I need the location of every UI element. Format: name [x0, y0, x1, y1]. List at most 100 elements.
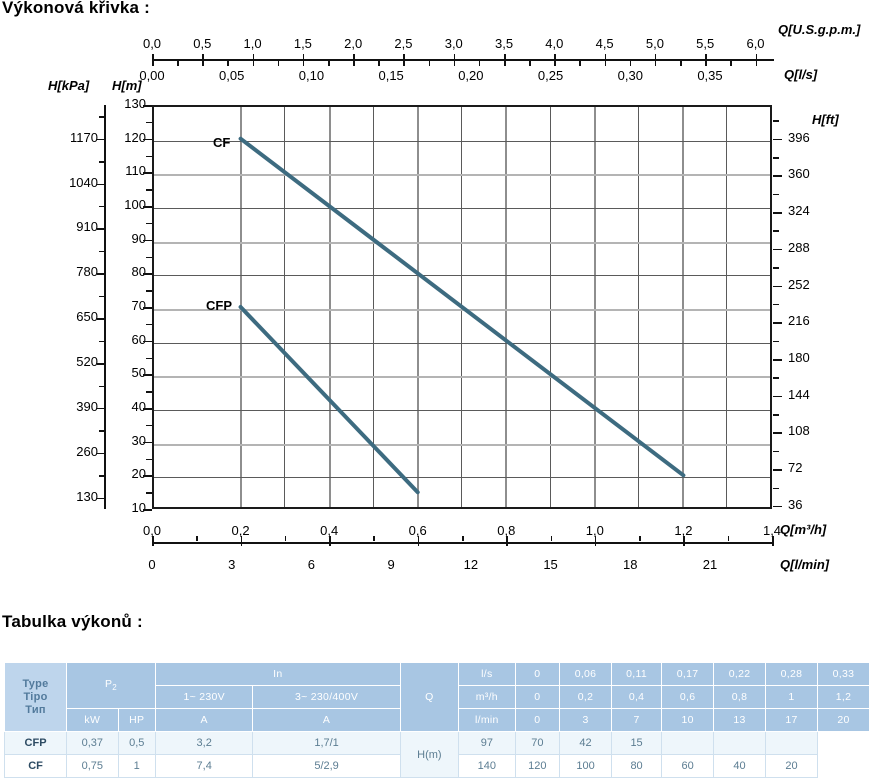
axis-label-bottom-m3h: Q[m³/h] — [780, 522, 827, 537]
tick-mark — [604, 54, 607, 66]
tick-mark — [146, 458, 152, 460]
header-q-m3h-0: 0 — [514, 685, 561, 709]
cell-hp-cf: 1 — [117, 754, 156, 778]
tick-mark — [97, 452, 105, 455]
header-q-unit-lmin: l/min — [458, 708, 516, 732]
tick-mark — [579, 61, 581, 66]
tick-right-ft-0: 396 — [788, 129, 810, 145]
tick-mark — [143, 475, 152, 477]
performance-curve-chart: Q[U.S.g.p.m.] Q[l/s] H[kPa] H[m] H[ft] Q… — [48, 22, 860, 572]
cell-type-cf: CF — [3, 754, 68, 778]
tick-mark — [227, 61, 229, 66]
tick-mark — [196, 536, 198, 541]
cell-h-cf-2: 100 — [559, 754, 612, 778]
header-q-lmin-3: 10 — [661, 708, 715, 732]
header-q-ls-2: 0,11 — [610, 662, 663, 686]
cell-a3-cf: 5/2,9 — [252, 754, 401, 778]
header-in-1ph: 1~ 230V — [154, 685, 254, 709]
header-q-lmin-4: 13 — [713, 708, 767, 732]
tick-mark — [329, 536, 331, 546]
tick-mark — [143, 206, 152, 208]
tick-top-usgpm-12: 6,0 — [746, 36, 765, 51]
header-q-m3h-2: 0,4 — [610, 685, 663, 709]
tick-mark — [773, 432, 782, 434]
tick-bottom-m3h-2: 0,4 — [320, 523, 339, 538]
tick-mark — [143, 172, 152, 174]
tick-bottom-m3h-5: 1,0 — [585, 523, 604, 538]
tick-mark — [639, 536, 641, 541]
tick-mark — [99, 116, 105, 118]
tick-top-usgpm-3: 1,5 — [293, 36, 312, 51]
header-q-m3h-6: 1,2 — [816, 685, 871, 709]
cell-h-cf-4: 60 — [661, 754, 715, 778]
header-type-cs: Type — [22, 677, 49, 690]
tick-top-usgpm-1: 0,5 — [193, 36, 212, 51]
tick-mark — [302, 54, 305, 66]
tick-left-m-0: 130 — [124, 96, 146, 111]
tick-top-ls-4: 0,20 — [458, 68, 484, 83]
top-axis-line — [152, 59, 774, 61]
tick-mark — [773, 395, 782, 398]
tick-right-ft-5: 216 — [788, 313, 810, 329]
tick-left-m-4: 90 — [131, 230, 146, 246]
tick-top-usgpm-10: 5,0 — [645, 36, 664, 51]
header-q-ls-4: 0,22 — [713, 662, 767, 686]
tick-mark — [554, 54, 556, 66]
tick-left-kpa-6: 390 — [76, 398, 98, 414]
tick-mark — [478, 61, 481, 66]
tick-bottom-lmin-5: 15 — [543, 557, 558, 572]
tick-top-usgpm-6: 3,0 — [444, 36, 463, 51]
tick-mark — [97, 318, 105, 320]
header-q-ls-0: 0 — [514, 662, 561, 686]
tick-mark — [146, 323, 152, 326]
cell-hp-cfp: 0,5 — [117, 731, 156, 755]
header-q-m3h-1: 0,2 — [559, 685, 612, 709]
tick-mark — [143, 105, 152, 107]
header-type-ru: Тип — [25, 703, 46, 716]
tick-mark — [594, 536, 597, 546]
header-q-lmin-6: 20 — [816, 708, 871, 732]
tick-top-ls-0: 0,00 — [139, 68, 165, 83]
tick-mark — [773, 469, 782, 471]
tick-bottom-lmin-4: 12 — [463, 557, 479, 572]
tick-mark — [99, 205, 105, 208]
axis-label-left-m: H[m] — [112, 78, 142, 93]
tick-mark — [654, 54, 657, 66]
cell-h-cf-5: 40 — [713, 754, 767, 778]
cell-h-cfp-6 — [765, 731, 818, 755]
tick-mark — [152, 536, 154, 546]
tick-mark — [773, 450, 779, 453]
tick-bottom-lmin-0: 0 — [148, 557, 156, 572]
tick-mark — [99, 475, 105, 477]
tick-left-kpa-7: 260 — [76, 443, 98, 459]
header-unit-hp: HP — [117, 708, 156, 732]
cell-h-cfp-2: 42 — [559, 731, 612, 755]
tick-mark — [240, 536, 243, 546]
tick-right-ft-7: 144 — [788, 386, 810, 402]
tick-mark — [97, 273, 105, 275]
tick-left-m-6: 70 — [131, 298, 146, 313]
header-unit-a-1ph: A — [154, 708, 254, 732]
tick-bottom-m3h-7: 1,4 — [762, 523, 782, 538]
tick-mark — [403, 54, 405, 66]
tick-bottom-m3h-4: 0,8 — [497, 523, 516, 538]
tick-mark — [146, 121, 152, 124]
header-q-lmin-5: 17 — [765, 708, 818, 732]
tick-bottom-lmin-6: 18 — [623, 557, 638, 572]
tick-top-usgpm-9: 4,5 — [595, 36, 614, 51]
cell-type-cfp: CFP — [3, 731, 68, 755]
tick-mark — [99, 161, 105, 163]
axis-label-right-ft: H[ft] — [812, 112, 839, 127]
tick-left-m-8: 50 — [131, 365, 146, 381]
tick-mark — [773, 487, 779, 490]
header-q-m3h-4: 0,8 — [713, 685, 767, 709]
tick-left-kpa-2: 910 — [76, 219, 98, 235]
tick-mark — [378, 61, 380, 66]
tick-left-kpa-0: 1170 — [70, 129, 98, 145]
header-q-ls-6: 0,33 — [816, 662, 871, 686]
cell-h-unit: H(m) — [399, 731, 460, 778]
tick-mark — [755, 54, 757, 66]
tick-mark — [99, 295, 105, 298]
curve-line-cf — [238, 136, 686, 478]
tick-left-m-9: 40 — [131, 399, 146, 414]
